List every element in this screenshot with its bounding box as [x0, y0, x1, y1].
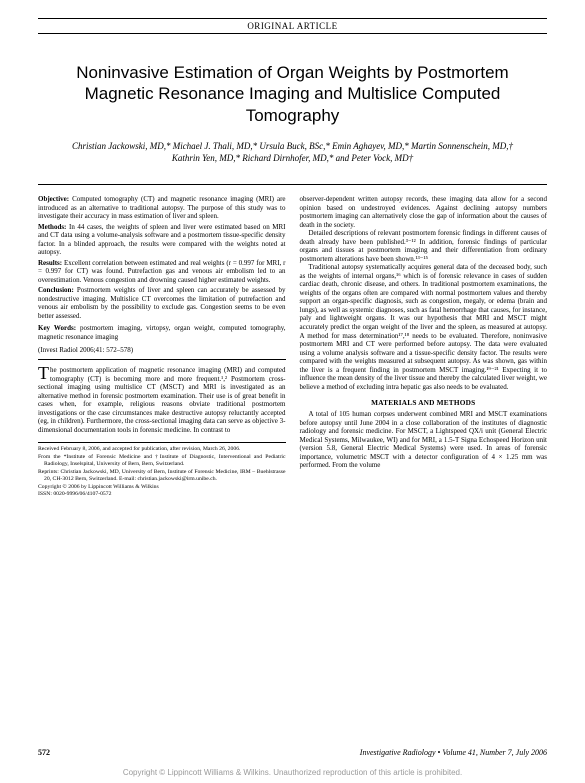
footnote-reprints: Reprints: Christian Jackowski, MD, Unive…: [38, 469, 286, 483]
methods-text: In 44 cases, the weights of spleen and l…: [38, 223, 286, 257]
dropcap: T: [38, 366, 50, 381]
conclusion-label: Conclusion:: [38, 286, 74, 294]
left-column: Objective: Computed tomography (CT) and …: [38, 195, 286, 499]
col2-p1: observer-dependent written autopsy recor…: [300, 195, 548, 229]
page-number: 572: [38, 748, 50, 757]
col2-p2: Detailed descriptions of relevant postmo…: [300, 229, 548, 263]
intro-text: he postmortem application of magnetic re…: [38, 366, 286, 434]
footnote-received: Received February 8, 2006, and accepted …: [38, 446, 286, 453]
abstract-rule: [38, 359, 286, 360]
abstract-citation: (Invest Radiol 2006;41: 572–578): [38, 346, 286, 355]
col2-p3: Traditional autopsy systematically acqui…: [300, 263, 548, 391]
keywords-label: Key Words:: [38, 324, 76, 332]
right-column: observer-dependent written autopsy recor…: [300, 195, 548, 499]
methods-heading: MATERIALS AND METHODS: [300, 399, 548, 408]
footnote-affiliation: From the *Institute of Forensic Medicine…: [38, 454, 286, 468]
copyright-notice: Copyright © Lippincott Williams & Wilkin…: [0, 768, 585, 777]
journal-info: Investigative Radiology • Volume 41, Num…: [360, 748, 547, 757]
methods-label: Methods:: [38, 223, 66, 231]
footnote-issn: ISSN: 0020-9996/06/4107-0572: [38, 491, 286, 498]
keywords-text: postmortem imaging, virtopsy, organ weig…: [38, 324, 286, 341]
footnote-copyright: Copyright © 2006 by Lippincott Williams …: [38, 484, 286, 491]
author-list: Christian Jackowski, MD,* Michael J. Tha…: [58, 140, 527, 164]
conclusion-text: Postmortem weights of liver and spleen c…: [38, 286, 286, 320]
title-rule: [38, 184, 547, 185]
article-title: Noninvasive Estimation of Organ Weights …: [48, 62, 537, 126]
objective-text: Computed tomography (CT) and magnetic re…: [38, 195, 286, 220]
page-footer: 572 Investigative Radiology • Volume 41,…: [38, 748, 547, 757]
results-label: Results:: [38, 259, 62, 267]
methods-paragraph: A total of 105 human corpses underwent c…: [300, 410, 548, 470]
footnotes-block: Received February 8, 2006, and accepted …: [38, 442, 286, 498]
article-type-header: ORIGINAL ARTICLE: [38, 18, 547, 34]
intro-paragraph: The postmortem application of magnetic r…: [38, 366, 286, 434]
objective-label: Objective:: [38, 195, 69, 203]
results-text: Excellent correlation between estimated …: [38, 259, 286, 284]
abstract-block: Objective: Computed tomography (CT) and …: [38, 195, 286, 354]
